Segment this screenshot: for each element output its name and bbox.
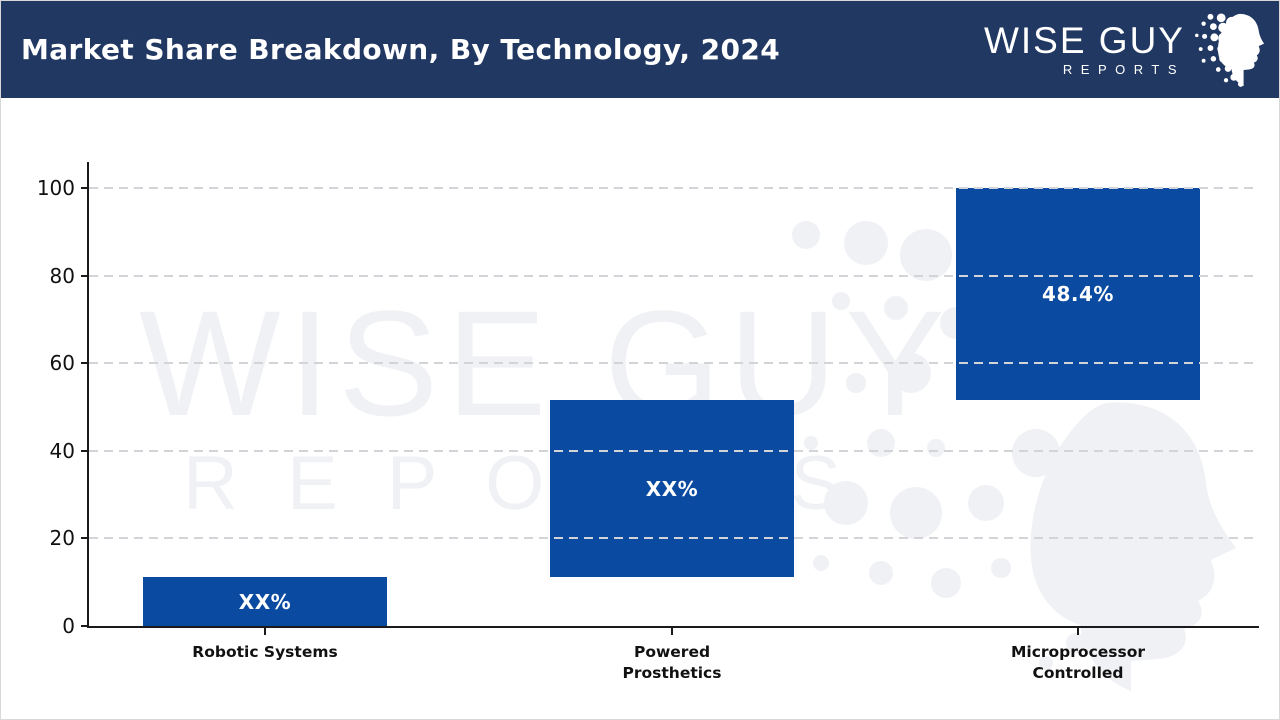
y-tick-label: 60: [49, 351, 75, 376]
gridline: [89, 537, 1259, 540]
y-tick-label: 40: [49, 438, 75, 463]
wise-guy-logo: WISE GUY REPORTS: [984, 8, 1267, 92]
gridline: [89, 187, 1259, 189]
x-tick-mark: [264, 628, 266, 635]
logo-subtitle: REPORTS: [1062, 62, 1185, 77]
y-tick-label: 0: [62, 614, 75, 638]
gridline: [89, 362, 1259, 365]
chart-area: WISE GUY R E P O R T S XX% XX% 48.4% 0 20 40 6…: [1, 98, 1279, 719]
x-tick-label: Microprocessor Controlled: [1010, 643, 1146, 682]
y-tick-mark: [81, 537, 88, 540]
y-tick-label: 80: [49, 263, 75, 288]
x-axis-line: [87, 626, 1259, 628]
y-tick-label: 20: [49, 526, 75, 551]
bar-value-label: XX%: [238, 589, 292, 614]
x-tick-mark: [671, 628, 673, 635]
watermark-head-graphic: [792, 221, 1236, 691]
y-tick-mark: [81, 274, 88, 277]
logo-wordmark: WISE GUY: [983, 20, 1185, 61]
logo-text: WISE GUY REPORTS: [984, 22, 1185, 77]
x-tick-mark: [1077, 628, 1079, 635]
y-tick-mark: [81, 187, 88, 189]
gridline: [89, 274, 1259, 277]
bar-segment: 48.4%: [956, 188, 1200, 400]
bar-value-label: XX%: [645, 476, 699, 501]
y-tick-mark: [81, 625, 88, 627]
header-bar: Market Share Breakdown, By Technology, 2…: [1, 1, 1279, 98]
bar-segment: XX%: [550, 399, 794, 578]
chart-title: Market Share Breakdown, By Technology, 2…: [21, 33, 781, 66]
x-tick-label: Powered Prosthetics: [622, 643, 722, 682]
gridline: [89, 449, 1259, 452]
y-axis-line: [87, 162, 89, 628]
y-tick-label: 100: [36, 176, 75, 200]
x-tick-label: Robotic Systems: [192, 643, 338, 661]
bar-segment: XX%: [143, 577, 387, 626]
y-tick-mark: [81, 362, 88, 365]
y-tick-mark: [81, 449, 88, 452]
logo-head-icon: [1195, 12, 1265, 87]
bar-value-label: 48.4%: [1042, 281, 1114, 306]
